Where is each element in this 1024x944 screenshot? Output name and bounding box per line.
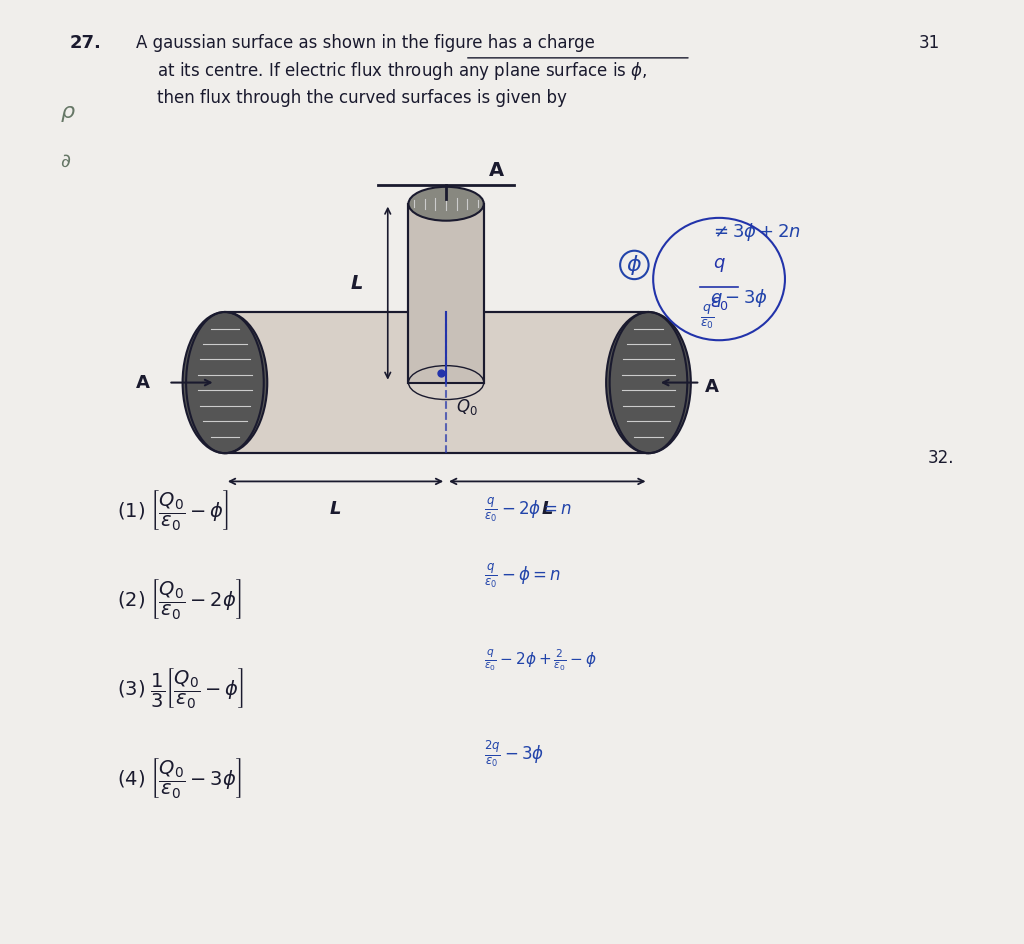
Text: $\frac{q}{\varepsilon_0} - 2\phi = n$: $\frac{q}{\varepsilon_0} - 2\phi = n$ — [483, 496, 571, 524]
Text: A gaussian surface as shown in the figure has a charge
    at its centre. If ele: A gaussian surface as shown in the figur… — [135, 34, 647, 108]
Text: $q - 3\phi$: $q - 3\phi$ — [710, 287, 768, 309]
Text: $(1)\ \left[\dfrac{Q_0}{\varepsilon_0} - \phi\right]$: $(1)\ \left[\dfrac{Q_0}{\varepsilon_0} -… — [117, 488, 228, 531]
Text: $\phi$: $\phi$ — [627, 253, 642, 277]
Text: L: L — [350, 275, 362, 294]
Text: $\frac{q}{\varepsilon_0} - \phi = n$: $\frac{q}{\varepsilon_0} - \phi = n$ — [483, 562, 561, 590]
Text: $(4)\ \left[\dfrac{Q_0}{\varepsilon_0} - 3\phi\right]$: $(4)\ \left[\dfrac{Q_0}{\varepsilon_0} -… — [117, 756, 242, 800]
Text: $Q_0$: $Q_0$ — [456, 396, 477, 416]
Ellipse shape — [182, 312, 267, 453]
Text: $\frac{q}{\varepsilon_0}$: $\frac{q}{\varepsilon_0}$ — [700, 302, 715, 331]
Text: L: L — [542, 500, 553, 518]
Text: $q$: $q$ — [713, 256, 725, 274]
Text: A: A — [136, 374, 150, 392]
Text: $\varepsilon_0$: $\varepsilon_0$ — [710, 294, 728, 312]
Ellipse shape — [606, 312, 691, 453]
Text: $\neq 3\phi + 2n$: $\neq 3\phi + 2n$ — [710, 221, 801, 243]
Text: L: L — [330, 500, 341, 518]
Text: A: A — [488, 161, 504, 180]
Bar — [409, 204, 483, 382]
Bar — [225, 312, 648, 453]
Text: 32.: 32. — [928, 449, 954, 467]
Text: $(3)\ \dfrac{1}{3}\left[\dfrac{Q_0}{\varepsilon_0} - \phi\right]$: $(3)\ \dfrac{1}{3}\left[\dfrac{Q_0}{\var… — [117, 666, 244, 711]
Text: $\frac{q}{\varepsilon_0} - 2\phi + \frac{2}{\varepsilon_0} - \phi$: $\frac{q}{\varepsilon_0} - 2\phi + \frac… — [483, 648, 597, 673]
Ellipse shape — [409, 187, 483, 221]
Text: $\frac{2q}{\varepsilon_0} - 3\phi$: $\frac{2q}{\varepsilon_0} - 3\phi$ — [483, 739, 544, 769]
Text: 27.: 27. — [70, 34, 101, 52]
Text: $(2)\ \left[\dfrac{Q_0}{\varepsilon_0} - 2\phi\right]$: $(2)\ \left[\dfrac{Q_0}{\varepsilon_0} -… — [117, 577, 242, 621]
Text: A: A — [705, 379, 719, 396]
Text: $\rho$: $\rho$ — [60, 105, 76, 125]
Text: 31: 31 — [919, 34, 940, 52]
Text: $\partial$: $\partial$ — [60, 152, 72, 171]
